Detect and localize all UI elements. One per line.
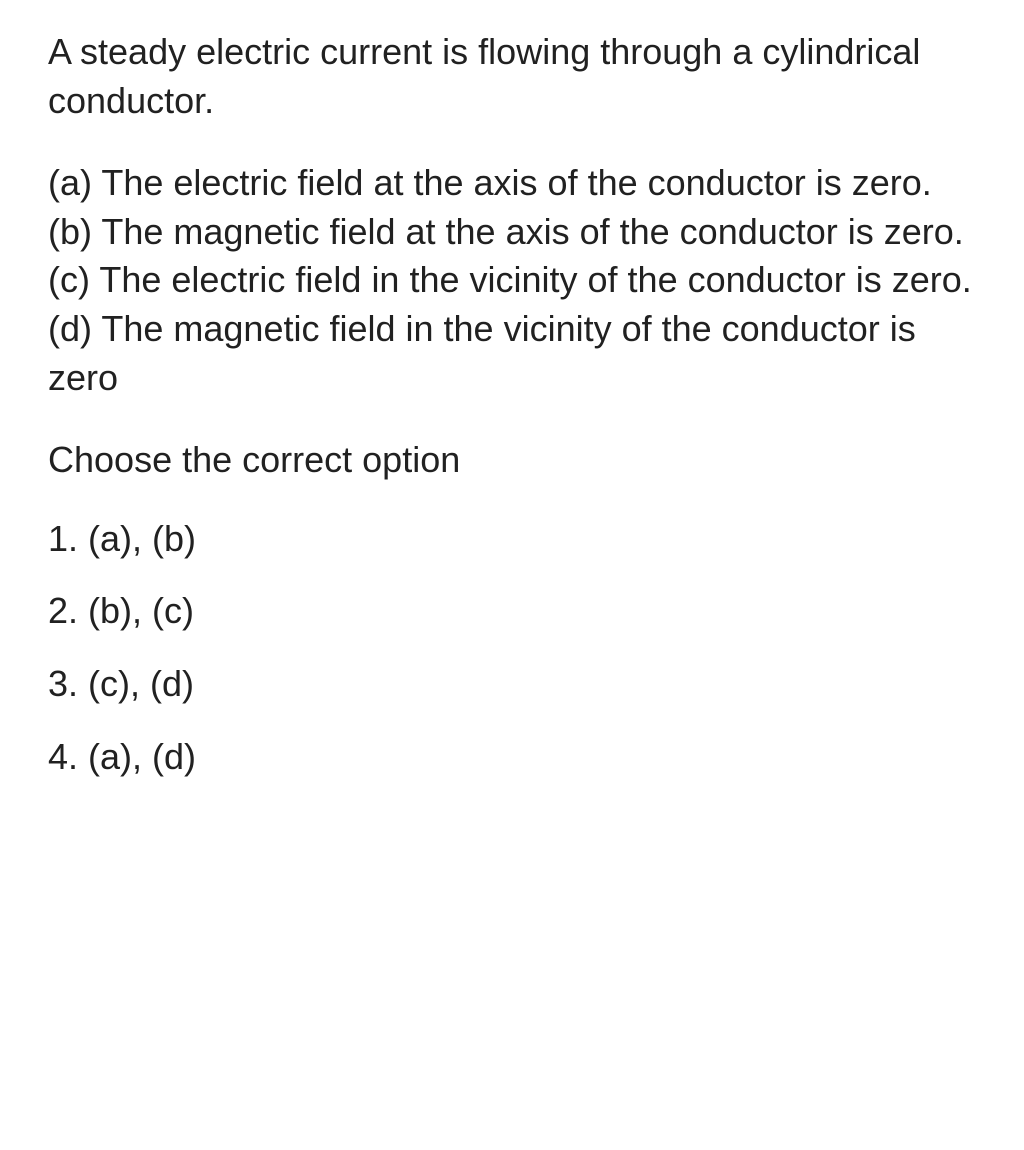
answer-option-4: 4. (a), (d) [48, 733, 976, 782]
prompt: Choose the correct option [48, 436, 976, 485]
question-stem: A steady electric current is flowing thr… [48, 28, 976, 125]
answer-options: 1. (a), (b) 2. (b), (c) 3. (c), (d) 4. (… [48, 515, 976, 781]
answer-option-1: 1. (a), (b) [48, 515, 976, 564]
sub-option-a: (a) The electric field at the axis of th… [48, 159, 976, 208]
sub-option-d: (d) The magnetic field in the vicinity o… [48, 305, 976, 402]
sub-option-b: (b) The magnetic field at the axis of th… [48, 208, 976, 257]
sub-options: (a) The electric field at the axis of th… [48, 159, 976, 402]
answer-option-2: 2. (b), (c) [48, 587, 976, 636]
sub-option-c: (c) The electric field in the vicinity o… [48, 256, 976, 305]
answer-option-3: 3. (c), (d) [48, 660, 976, 709]
